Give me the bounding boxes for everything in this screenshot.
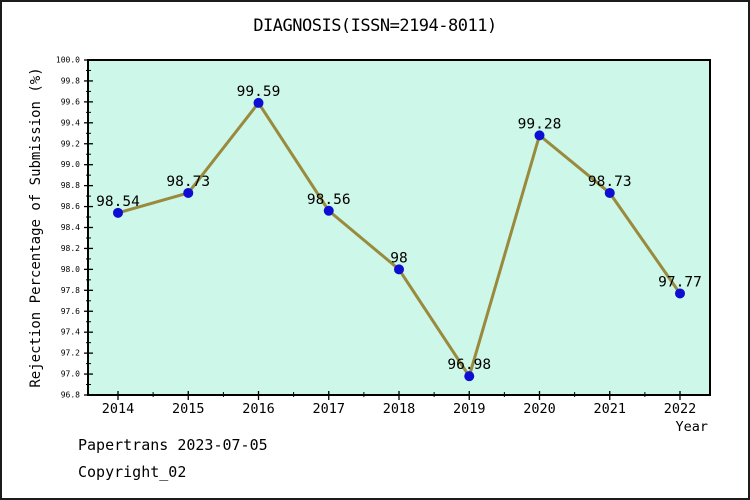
data-point-label: 99.59 (237, 84, 281, 100)
y-tick-label: 99.0 (61, 160, 80, 169)
data-point-label: 98.56 (307, 192, 351, 208)
y-tick-label: 97.2 (61, 349, 80, 358)
data-point (464, 371, 475, 382)
chart-title: DIAGNOSIS(ISSN=2194-8011) (253, 16, 497, 36)
data-point-label: 97.77 (658, 274, 702, 290)
footer-copyright: Copyright_02 (78, 463, 187, 481)
y-tick-label: 99.6 (61, 97, 80, 106)
data-point (534, 130, 545, 141)
x-tick-label: 2017 (312, 401, 345, 417)
x-tick-label: 2020 (523, 401, 556, 417)
y-tick-label: 98.0 (61, 265, 80, 274)
data-point (113, 207, 123, 218)
data-point (253, 97, 264, 108)
x-axis-title: Year (675, 419, 708, 435)
data-point-label: 98 (390, 250, 407, 266)
x-tick-label: 2016 (242, 401, 275, 417)
data-point (394, 264, 404, 275)
data-point (323, 205, 334, 216)
y-tick-label: 98.2 (61, 244, 80, 253)
footer-watermark: Papertrans 2023-07-05 (78, 436, 268, 454)
y-tick-label: 96.8 (61, 391, 80, 400)
y-tick-label: 98.4 (61, 223, 80, 232)
y-tick-label: 100.0 (56, 56, 80, 65)
y-tick-label: 99.2 (61, 139, 80, 148)
y-tick-label: 99.4 (61, 118, 80, 127)
data-point-label: 99.28 (518, 116, 562, 132)
y-tick-label: 97.0 (61, 370, 80, 379)
data-point-label: 96.98 (447, 357, 491, 373)
x-tick-label: 2019 (453, 401, 486, 417)
plot-area (87, 59, 711, 396)
x-tick-label: 2021 (593, 401, 626, 417)
y-tick-label: 97.8 (61, 286, 80, 295)
y-tick-label: 98.8 (61, 181, 80, 190)
data-point (604, 187, 615, 198)
data-point-label: 98.73 (166, 174, 210, 190)
y-tick-label: 97.4 (61, 328, 80, 337)
data-point-label: 98.73 (588, 174, 632, 190)
y-tick-label: 98.6 (61, 202, 80, 211)
x-tick-label: 2014 (102, 401, 135, 417)
y-tick-label: 97.6 (61, 307, 80, 316)
y-tick-label: 99.8 (61, 76, 80, 85)
x-tick-label: 2015 (172, 401, 205, 417)
data-point-label: 98.54 (96, 194, 140, 210)
data-point (183, 187, 194, 198)
x-tick-label: 2018 (383, 401, 416, 417)
x-tick-label: 2022 (664, 401, 697, 417)
data-point (675, 288, 685, 299)
y-axis-title: Rejection Percentage of Submission (%) (28, 67, 44, 387)
